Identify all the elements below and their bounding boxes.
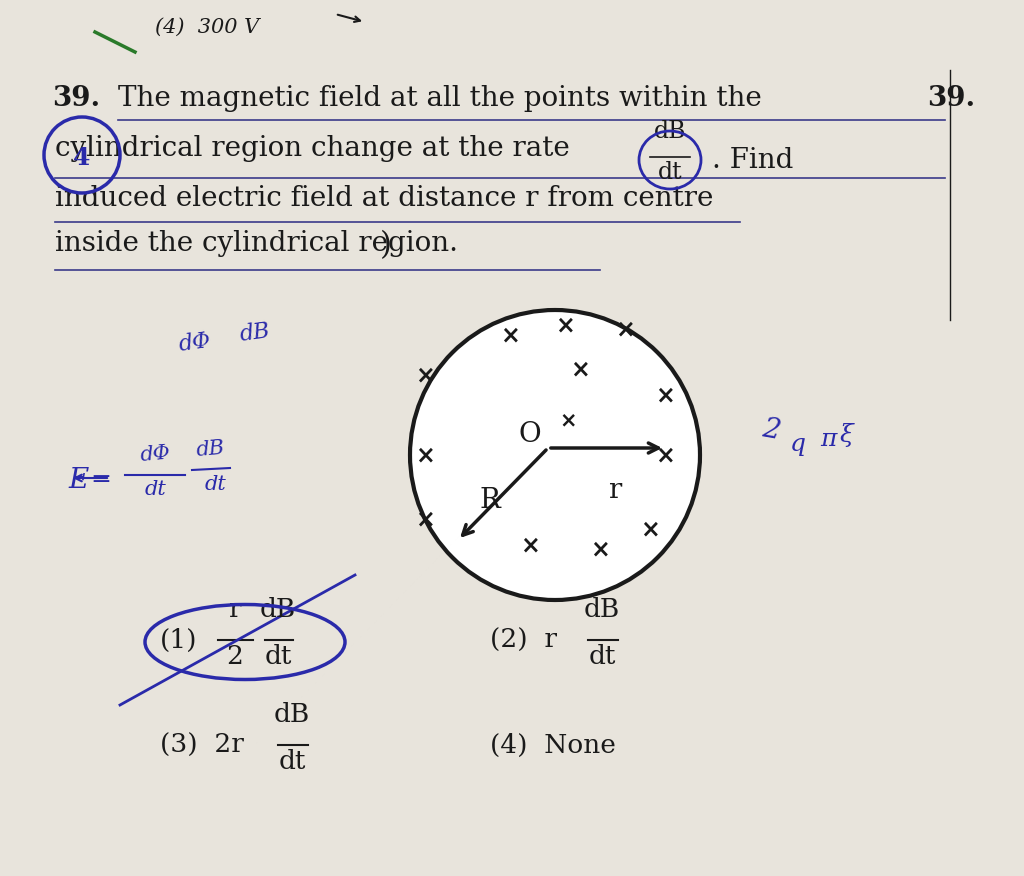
Text: E: E <box>68 467 88 493</box>
Text: The magnetic field at all the points within the: The magnetic field at all the points wit… <box>118 85 762 112</box>
Text: ×: × <box>590 538 610 562</box>
Text: dΦ: dΦ <box>177 330 213 357</box>
Text: ×: × <box>415 443 435 467</box>
Circle shape <box>410 310 700 600</box>
Text: ξ: ξ <box>840 423 854 447</box>
Text: R: R <box>479 486 501 513</box>
Text: ×: × <box>500 323 520 347</box>
Text: dB: dB <box>239 320 271 346</box>
Text: 39.: 39. <box>52 85 100 112</box>
Text: dt: dt <box>144 480 166 499</box>
Text: . Find: . Find <box>712 147 794 174</box>
Text: inside the cylindrical region.: inside the cylindrical region. <box>55 230 458 257</box>
Text: (4)  300 V: (4) 300 V <box>155 18 259 37</box>
Text: π: π <box>820 428 837 451</box>
Text: dB: dB <box>260 597 296 622</box>
Text: =: = <box>90 469 111 491</box>
Text: 39.: 39. <box>927 85 975 112</box>
Text: ): ) <box>380 230 392 261</box>
Text: 2: 2 <box>760 415 782 445</box>
Text: dB: dB <box>653 120 686 143</box>
Text: cylindrical region change at the rate: cylindrical region change at the rate <box>55 135 569 162</box>
Text: 2: 2 <box>226 644 244 669</box>
Text: dt: dt <box>279 749 306 774</box>
Text: dΦ: dΦ <box>139 443 171 465</box>
Text: dB: dB <box>195 439 225 460</box>
Text: (2)  r: (2) r <box>490 627 557 653</box>
Text: ×: × <box>570 358 590 382</box>
Text: ×: × <box>415 363 435 387</box>
Text: 4: 4 <box>74 146 91 170</box>
Text: q: q <box>790 434 806 456</box>
Text: dB: dB <box>273 702 310 727</box>
Text: ×: × <box>640 518 659 542</box>
Text: ×: × <box>520 533 540 557</box>
Text: ×: × <box>655 443 675 467</box>
Text: ×: × <box>415 508 435 532</box>
Text: r: r <box>608 477 622 504</box>
Text: r: r <box>228 597 242 622</box>
Text: dt: dt <box>657 161 682 184</box>
Text: ×: × <box>615 318 635 342</box>
Text: dt: dt <box>264 644 292 669</box>
Text: (4)  None: (4) None <box>490 732 615 758</box>
Text: (3)  2r: (3) 2r <box>160 732 244 758</box>
Text: ×: × <box>655 383 675 407</box>
Text: ×: × <box>555 313 574 337</box>
Text: dt: dt <box>204 475 226 494</box>
Text: ×: × <box>559 410 577 430</box>
Text: O: O <box>519 421 542 449</box>
Text: dB: dB <box>584 597 621 622</box>
Text: (1): (1) <box>160 627 198 653</box>
Text: induced electric field at distance r from centre: induced electric field at distance r fro… <box>55 185 714 212</box>
Text: dt: dt <box>589 644 615 669</box>
